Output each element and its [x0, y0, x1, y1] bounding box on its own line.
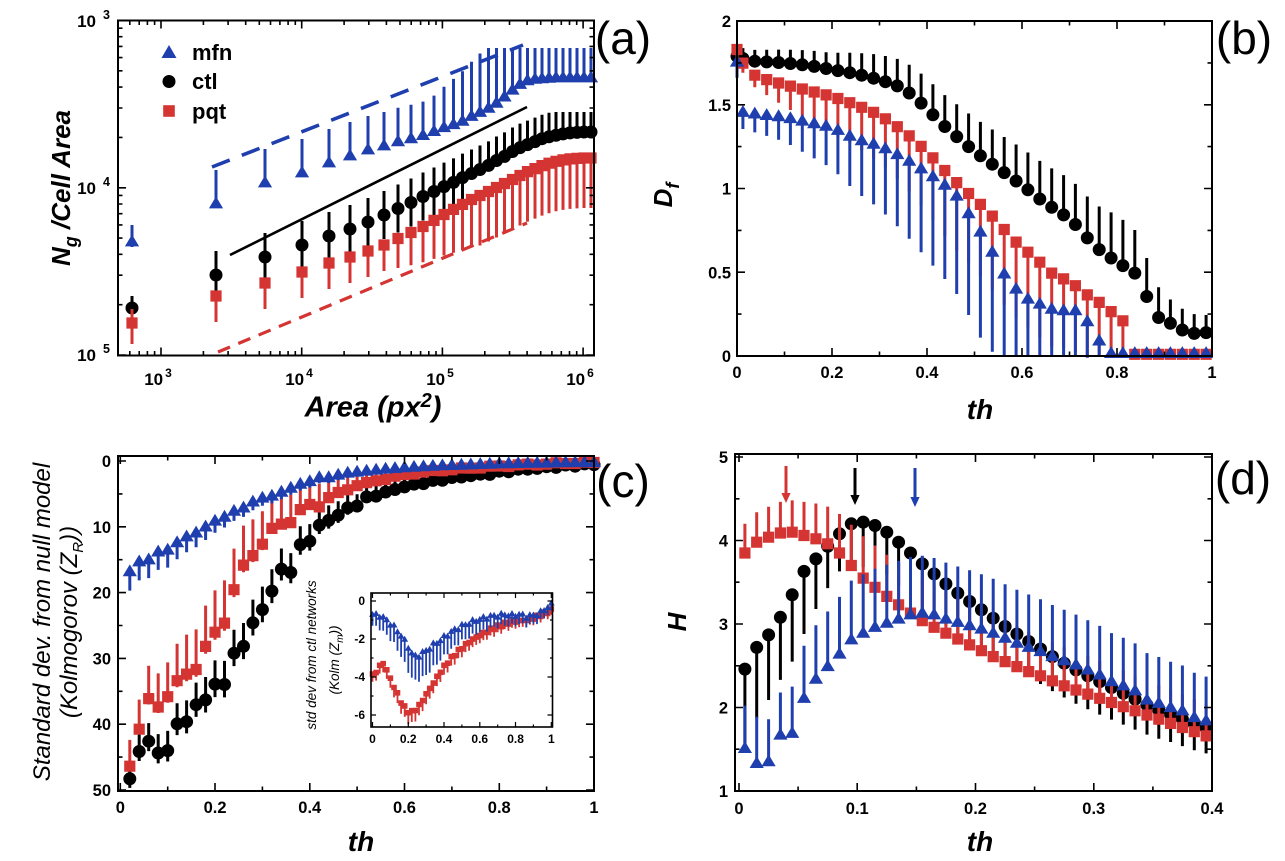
svg-text:th: th — [967, 394, 993, 425]
svg-text:4: 4 — [103, 175, 110, 189]
svg-text:0.2: 0.2 — [964, 800, 987, 818]
svg-text:20: 20 — [93, 585, 111, 603]
svg-text:0: 0 — [734, 800, 743, 818]
svg-text:10: 10 — [77, 12, 96, 31]
svg-text:0: 0 — [358, 594, 365, 608]
svg-text:0.6: 0.6 — [471, 732, 488, 746]
svg-text:0.6: 0.6 — [393, 799, 416, 817]
svg-text:5: 5 — [103, 342, 110, 356]
svg-text:4: 4 — [719, 533, 729, 551]
svg-text:1: 1 — [589, 799, 598, 817]
svg-text:0: 0 — [116, 799, 125, 817]
svg-text:10: 10 — [93, 519, 111, 537]
svg-text:0.8: 0.8 — [507, 732, 524, 746]
svg-text:0: 0 — [722, 348, 731, 366]
svg-text:(b): (b) — [1216, 12, 1272, 64]
svg-text:std dev from ctl networks: std dev from ctl networks — [304, 580, 319, 730]
svg-text:Area (px2): Area (px2) — [304, 390, 442, 424]
svg-text:1.5: 1.5 — [708, 97, 731, 115]
svg-text:0.3: 0.3 — [1082, 800, 1105, 818]
svg-text:10: 10 — [77, 179, 96, 198]
svg-text:50: 50 — [93, 782, 111, 800]
svg-text:0.1: 0.1 — [846, 800, 869, 818]
svg-text:0.4: 0.4 — [298, 799, 322, 817]
svg-text:0.4: 0.4 — [436, 732, 453, 746]
svg-text:(a): (a) — [595, 12, 651, 64]
svg-text:(Kolmogorov (ZR)): (Kolmogorov (ZR)) — [56, 526, 87, 718]
svg-text:0: 0 — [102, 453, 111, 471]
svg-text:0.8: 0.8 — [1106, 364, 1129, 382]
svg-text:1: 1 — [722, 181, 731, 199]
svg-text:th: th — [348, 826, 374, 857]
svg-text:0.4: 0.4 — [916, 364, 940, 382]
svg-text:-2: -2 — [354, 632, 365, 646]
svg-text:30: 30 — [93, 650, 111, 668]
svg-text:40: 40 — [93, 716, 111, 734]
svg-text:mfn: mfn — [192, 40, 232, 65]
svg-text:Standard dev. from null model: Standard dev. from null model — [29, 462, 56, 781]
svg-text:th: th — [967, 826, 993, 857]
svg-text:0.6: 0.6 — [1011, 364, 1034, 382]
svg-text:0: 0 — [732, 364, 741, 382]
svg-text:0.2: 0.2 — [821, 364, 844, 382]
svg-text:0.5: 0.5 — [708, 264, 731, 282]
svg-text:3: 3 — [103, 8, 110, 22]
svg-text:0.4: 0.4 — [1201, 800, 1225, 818]
svg-text:2: 2 — [719, 700, 728, 718]
svg-text:(d): (d) — [1215, 452, 1271, 504]
svg-text:1: 1 — [719, 783, 728, 801]
svg-text:0.2: 0.2 — [400, 732, 417, 746]
svg-text:3: 3 — [719, 616, 728, 634]
svg-text:10: 10 — [77, 346, 96, 365]
svg-text:-6: -6 — [354, 708, 365, 722]
svg-text:0.2: 0.2 — [204, 799, 227, 817]
svg-text:1: 1 — [548, 732, 555, 746]
svg-text:-4: -4 — [354, 670, 365, 684]
svg-text:0.8: 0.8 — [488, 799, 511, 817]
svg-text:1: 1 — [1207, 364, 1216, 382]
svg-text:2: 2 — [722, 13, 731, 31]
svg-text:H: H — [662, 611, 692, 631]
svg-text:5: 5 — [719, 449, 728, 467]
svg-text:pqt: pqt — [192, 99, 227, 124]
svg-text:(c): (c) — [596, 455, 650, 507]
svg-text:0: 0 — [369, 732, 376, 746]
svg-text:ctl: ctl — [192, 69, 218, 94]
